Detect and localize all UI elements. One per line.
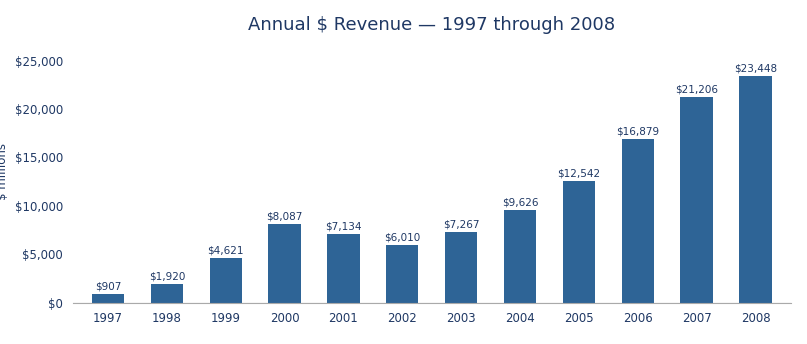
Text: $6,010: $6,010 [384, 232, 420, 242]
Text: $8,087: $8,087 [266, 212, 303, 222]
Text: $9,626: $9,626 [502, 197, 538, 207]
Bar [621, 139, 654, 303]
Bar [269, 224, 301, 303]
Text: $7,267: $7,267 [443, 220, 479, 230]
Text: $7,134: $7,134 [325, 221, 362, 231]
Bar [680, 97, 713, 303]
Text: $907: $907 [94, 281, 121, 291]
Bar [504, 209, 536, 303]
Bar [562, 181, 595, 303]
Bar [328, 234, 360, 303]
Title: Annual $ Revenue — 1997 through 2008: Annual $ Revenue — 1997 through 2008 [249, 16, 615, 34]
Bar [739, 76, 771, 303]
Text: $23,448: $23,448 [734, 63, 777, 73]
Bar [151, 284, 183, 303]
Y-axis label: $ millions: $ millions [0, 143, 9, 201]
Bar [210, 258, 242, 303]
Text: $21,206: $21,206 [675, 85, 718, 95]
Bar [445, 232, 478, 303]
Text: $12,542: $12,542 [558, 169, 600, 179]
Text: $16,879: $16,879 [617, 127, 659, 137]
Text: $4,621: $4,621 [207, 246, 244, 256]
Text: $1,920: $1,920 [148, 272, 185, 282]
Bar [386, 245, 419, 303]
Bar [92, 294, 124, 303]
